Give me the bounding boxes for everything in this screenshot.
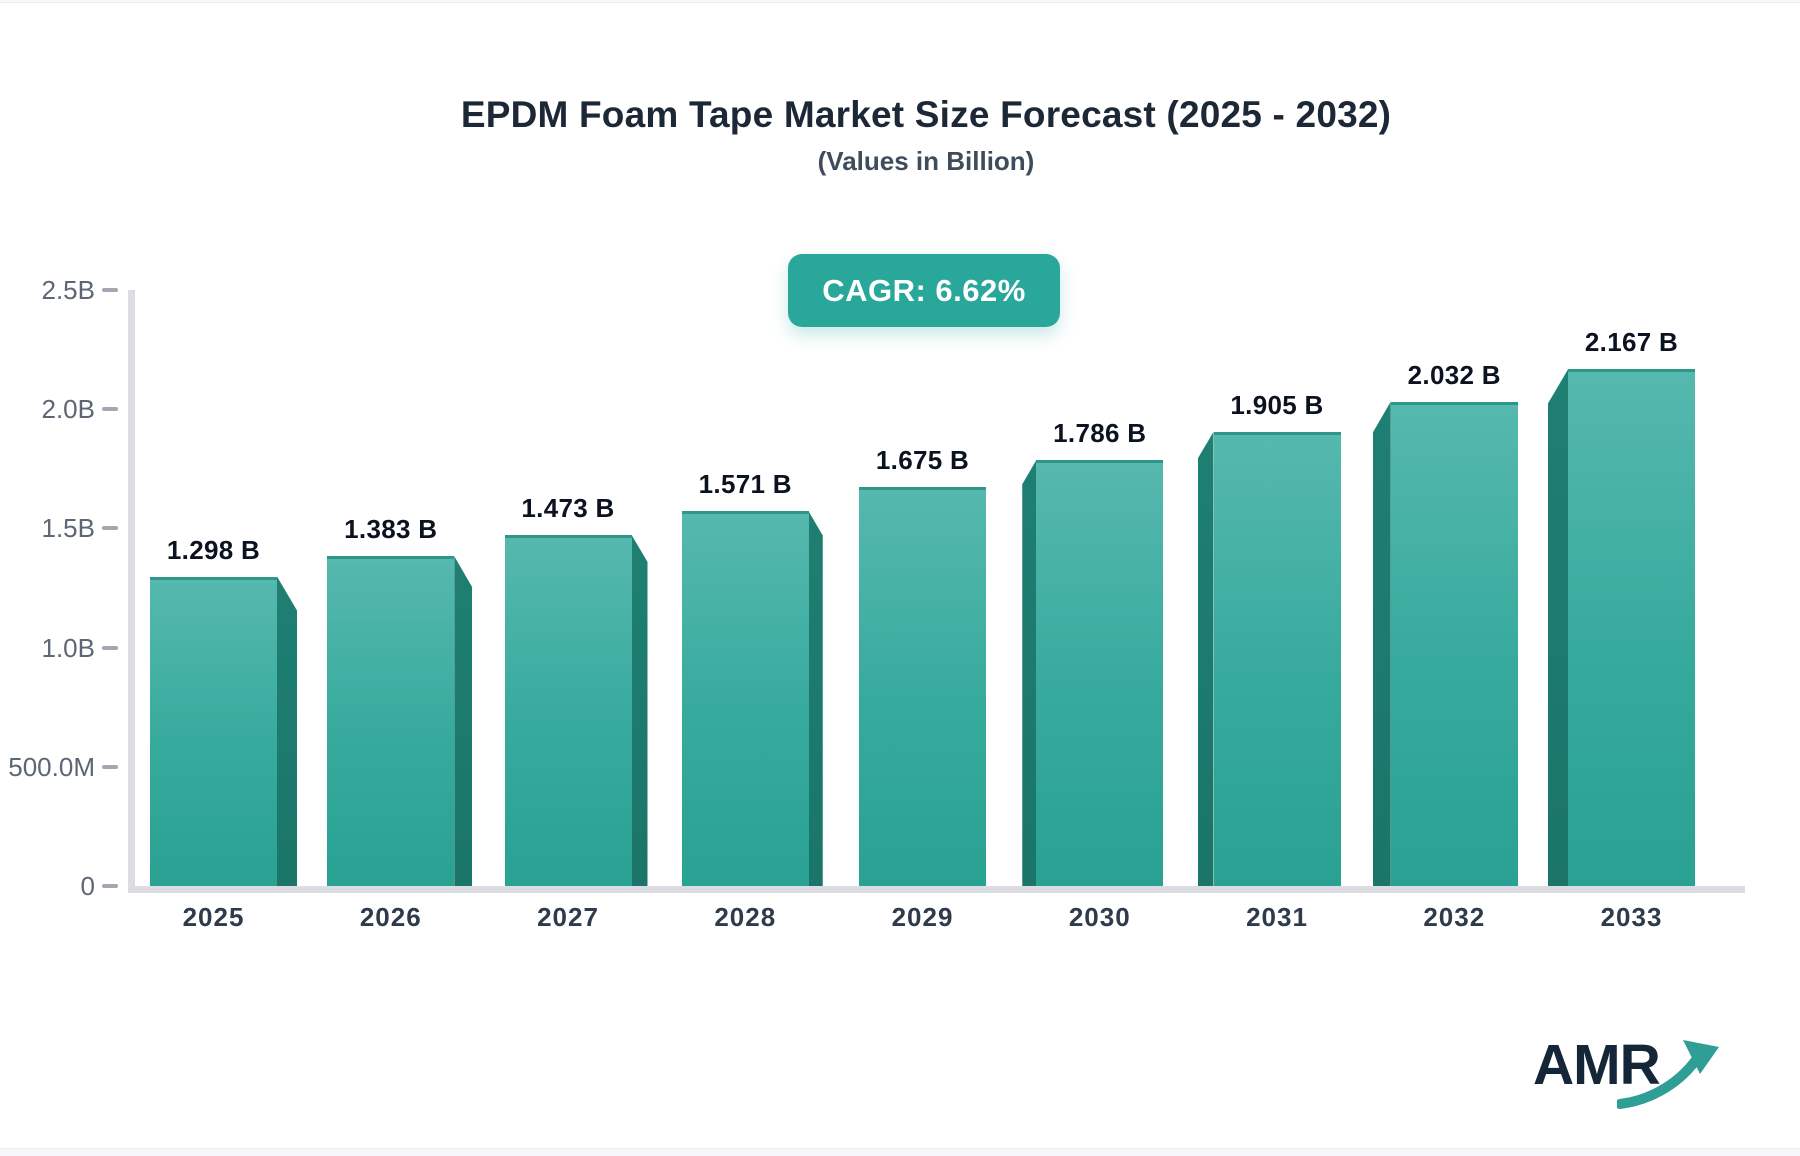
bar-face: [504, 534, 632, 886]
bar-side: [1022, 460, 1037, 886]
growth-arrow-icon: [1617, 1040, 1719, 1109]
bar-value-label: 1.473 B: [521, 492, 615, 523]
bar-side: [808, 511, 823, 886]
bar-face: [1568, 369, 1695, 886]
x-axis-label: 2029: [891, 902, 954, 932]
y-axis-tick-dash: [102, 288, 118, 292]
y-axis-tick-label: 1.5B: [41, 513, 96, 544]
card-bottom-edge: [0, 1148, 1800, 1156]
bar-value-label: 1.675 B: [875, 444, 970, 475]
bar-value-label: 2.032 B: [1407, 359, 1501, 390]
chart-header: EPDM Foam Tape Market Size Forecast (202…: [0, 94, 1800, 177]
bar-side: [1372, 401, 1391, 886]
bar-value-label: 1.905 B: [1230, 389, 1324, 420]
x-axis-label: 2027: [537, 902, 599, 932]
bar-face: [681, 511, 809, 886]
y-axis-tick-dash: [102, 645, 118, 650]
y-axis-tick-dash: [102, 884, 118, 888]
y-axis-tick-dash: [102, 407, 118, 412]
brand-logo-text: AMR: [1533, 1033, 1661, 1097]
brand-logo: AMR: [1533, 1032, 1723, 1122]
y-axis-tick-label: 500.0M: [8, 751, 95, 782]
x-axis-label: 2032: [1423, 902, 1486, 932]
bar-face: [1213, 431, 1341, 886]
chart-title: EPDM Foam Tape Market Size Forecast (202…: [460, 94, 1392, 135]
y-axis-tick-label: 0: [80, 871, 95, 901]
x-axis-label: 2026: [359, 902, 422, 932]
bar-face: [1390, 401, 1518, 886]
bar-side: [454, 556, 473, 886]
y-axis-tick-dash: [102, 764, 118, 769]
x-axis-label: 2028: [714, 902, 777, 932]
x-axis-label: 2031: [1246, 902, 1308, 932]
y-axis-line: [128, 290, 135, 886]
bar-face: [327, 556, 455, 886]
bar-side: [1548, 369, 1568, 886]
y-axis-tick-dash: [102, 526, 118, 531]
bar-side: [631, 534, 648, 886]
y-axis-tick-label: 2.0B: [41, 394, 96, 425]
x-axis-line: [128, 886, 1745, 893]
x-axis-label: 2033: [1600, 902, 1663, 932]
bar-face: [150, 576, 277, 886]
cagr-badge: CAGR: 6.62%: [788, 254, 1060, 327]
chart-subtitle: (Values in Billion): [817, 146, 1035, 176]
bar-value-label: 1.571 B: [698, 469, 792, 500]
x-axis-label: 2025: [182, 902, 245, 932]
bar-value-label: 1.298 B: [166, 534, 261, 565]
bar-side: [277, 576, 297, 886]
bar-face: [1036, 460, 1164, 886]
bar-side: [1197, 431, 1214, 886]
card-top-edge: [0, 0, 1800, 3]
bar-value-label: 1.786 B: [1053, 418, 1147, 449]
cagr-badge-label: CAGR: 6.62%: [822, 272, 1026, 308]
bar-face: [859, 486, 986, 886]
bar-value-label: 2.167 B: [1584, 327, 1679, 358]
y-axis-tick-label: 2.5B: [41, 275, 96, 305]
bar-value-label: 1.383 B: [344, 514, 438, 545]
x-axis-label: 2030: [1068, 902, 1131, 932]
y-axis-tick-label: 1.0B: [41, 632, 96, 663]
